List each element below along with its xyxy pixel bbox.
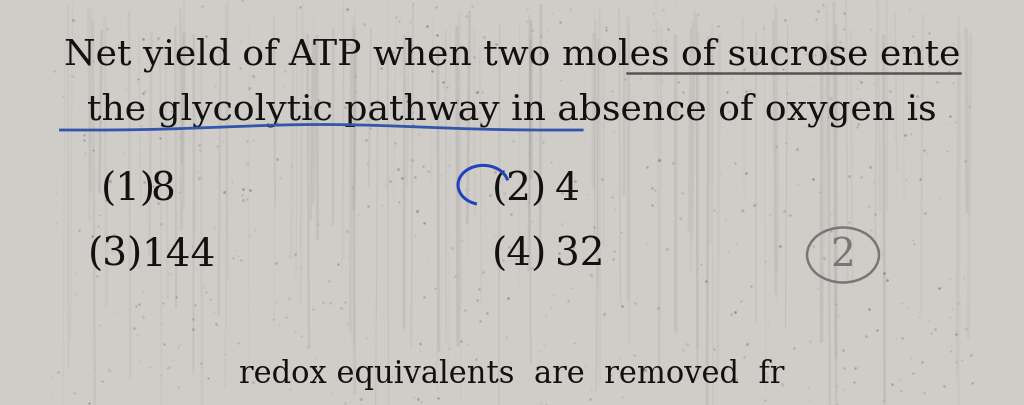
Text: redox equivalents  are  removed  fr: redox equivalents are removed fr: [240, 360, 784, 390]
Text: 8: 8: [151, 171, 175, 209]
Text: Net yield of ATP when two moles of sucrose ente: Net yield of ATP when two moles of sucro…: [63, 38, 961, 72]
Text: the glycolytic pathway in absence of oxygen is: the glycolytic pathway in absence of oxy…: [87, 93, 937, 127]
Text: (3): (3): [87, 237, 142, 273]
Text: (4): (4): [493, 237, 548, 273]
Text: 2: 2: [830, 237, 855, 273]
Text: 144: 144: [141, 237, 216, 273]
Text: 32: 32: [555, 237, 605, 273]
Text: 4: 4: [555, 171, 580, 209]
Text: (1): (1): [101, 171, 156, 209]
Text: (2): (2): [493, 171, 548, 209]
